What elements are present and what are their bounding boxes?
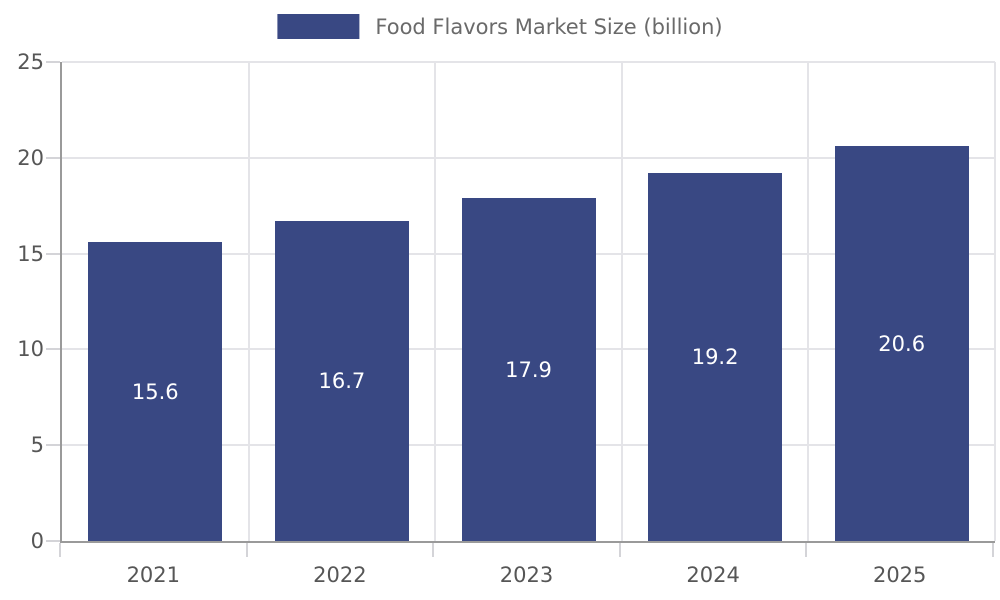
bar-2025: 20.6	[834, 146, 969, 541]
y-tick-label: 0	[30, 529, 44, 553]
x-tick-label-2023: 2023	[499, 563, 554, 587]
y-tick-mark	[46, 61, 60, 63]
x-tick-mark	[805, 543, 808, 557]
bar-value-label: 15.6	[131, 379, 179, 404]
bar-value-label: 17.9	[505, 357, 552, 382]
y-tick-mark	[46, 444, 60, 447]
gridline-vertical	[620, 62, 623, 541]
bar-value-label: 19.2	[691, 345, 739, 370]
gridline-vertical	[434, 62, 437, 541]
bar-value-label: 20.6	[878, 331, 926, 356]
plot-area: 15.6 16.7 17.9 19.2 20.6	[60, 61, 996, 543]
x-tick-label-2024: 2024	[686, 563, 740, 587]
x-tick-mark	[618, 543, 621, 557]
x-tick-mark	[59, 543, 61, 557]
chart-legend: Food Flavors Market Size (billion)	[277, 14, 723, 39]
y-tick-mark	[46, 156, 60, 159]
x-tick-mark	[432, 543, 435, 557]
x-tick-label-2022: 2022	[313, 563, 367, 587]
bar-2023: 17.9	[461, 198, 596, 541]
gridline-horizontal	[62, 61, 995, 63]
x-tick-mark	[245, 543, 248, 557]
gridline-vertical	[807, 62, 810, 541]
y-tick-label: 10	[17, 337, 44, 362]
x-tick-label-2025: 2025	[872, 563, 927, 587]
y-tick-label: 15	[17, 241, 44, 266]
y-tick-mark	[46, 348, 60, 351]
x-tick-mark	[992, 543, 994, 557]
x-tick-label-2021: 2021	[126, 563, 181, 587]
y-tick-mark	[46, 540, 60, 542]
legend-label: Food Flavors Market Size (billion)	[375, 14, 723, 39]
bar-2021: 15.6	[88, 242, 223, 541]
y-tick-label: 20	[17, 145, 44, 170]
y-tick-label: 25	[17, 50, 44, 74]
gridline-vertical	[247, 62, 250, 541]
bar-2022: 16.7	[274, 221, 409, 541]
gridline-horizontal	[62, 156, 995, 159]
y-tick-label: 5	[30, 433, 44, 458]
bar-value-label: 16.7	[318, 369, 366, 393]
gridline-vertical	[994, 62, 996, 541]
bar-2024: 19.2	[648, 173, 783, 541]
legend-swatch	[277, 14, 360, 39]
y-tick-mark	[46, 252, 60, 255]
